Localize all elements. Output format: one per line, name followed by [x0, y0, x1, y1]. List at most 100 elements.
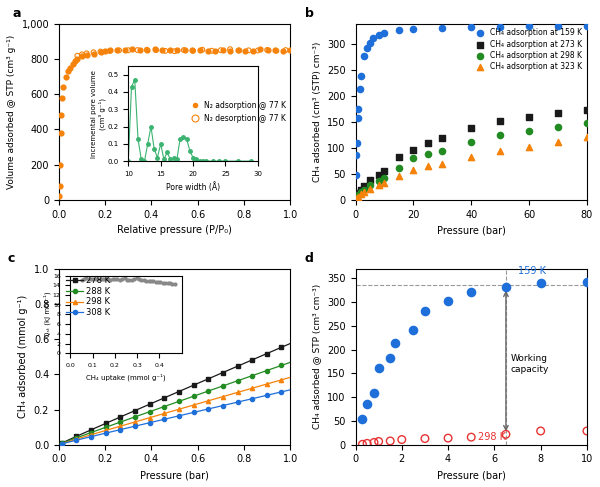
- Text: c: c: [8, 252, 16, 264]
- Text: b: b: [305, 7, 313, 19]
- CH₄ adsorption at 323 K: [394, 172, 404, 180]
- Point: [262, 46, 272, 54]
- 278 K: [114, 415, 121, 421]
- Point: [77, 53, 87, 60]
- CH₄ adsorption at 159 K: [409, 25, 418, 33]
- Point: [203, 47, 212, 55]
- CH₄ adsorption at 273 K: [380, 167, 389, 175]
- CH₄ adsorption at 298 K: [582, 119, 592, 127]
- Point: [241, 47, 250, 55]
- 298 K: [114, 424, 121, 430]
- Point: [536, 279, 545, 287]
- CH₄ adsorption at 159 K: [356, 72, 366, 79]
- CH₄ adsorption at 273 K: [365, 176, 375, 184]
- CH₄ adsorption at 159 K: [362, 44, 372, 52]
- Point: [210, 47, 220, 55]
- CH₄ adsorption at 298 K: [380, 174, 389, 182]
- CH₄ adsorption at 298 K: [496, 131, 505, 139]
- Point: [358, 440, 367, 448]
- Point: [501, 431, 511, 438]
- 288 K: [119, 418, 127, 424]
- CH₄ adsorption at 273 K: [374, 171, 383, 179]
- CH₄ adsorption at 298 K: [352, 193, 362, 201]
- CH₄ adsorption at 159 K: [355, 85, 365, 93]
- CH₄ adsorption at 273 K: [423, 139, 433, 147]
- Point: [397, 436, 407, 444]
- Point: [89, 50, 98, 57]
- CH₄ adsorption at 323 K: [356, 190, 366, 198]
- Point: [73, 52, 82, 60]
- CH₄ adsorption at 323 K: [352, 194, 362, 202]
- CH₄ adsorption at 298 K: [423, 150, 433, 158]
- CH₄ adsorption at 273 K: [553, 110, 563, 117]
- Point: [128, 45, 137, 53]
- Point: [165, 47, 175, 55]
- CH₄ adsorption at 298 K: [353, 191, 363, 199]
- Point: [124, 46, 133, 54]
- Point: [188, 47, 198, 55]
- CH₄ adsorption at 273 K: [496, 117, 505, 125]
- CH₄ adsorption at 159 K: [553, 22, 563, 30]
- Point: [385, 437, 395, 445]
- Point: [120, 46, 130, 54]
- CH₄ adsorption at 159 K: [394, 26, 404, 34]
- CH₄ adsorption at 323 K: [423, 162, 433, 170]
- Text: a: a: [13, 7, 21, 19]
- CH₄ adsorption at 298 K: [351, 195, 361, 203]
- CH₄ adsorption at 323 K: [437, 160, 447, 168]
- Point: [89, 48, 98, 56]
- CH₄ adsorption at 273 K: [524, 113, 534, 121]
- Point: [256, 45, 265, 53]
- 298 K: [119, 422, 127, 428]
- Point: [133, 46, 142, 54]
- Point: [226, 45, 235, 53]
- Point: [158, 46, 167, 54]
- CH₄ adsorption at 323 K: [466, 153, 476, 161]
- 298 K: [149, 414, 156, 420]
- CH₄ adsorption at 159 K: [351, 171, 361, 179]
- Text: 298 K: 298 K: [478, 432, 506, 442]
- Line: 298 K: 298 K: [59, 375, 292, 446]
- 308 K: [149, 419, 156, 425]
- X-axis label: Pressure (bar): Pressure (bar): [437, 225, 506, 235]
- 308 K: [190, 410, 197, 415]
- CH₄ adsorption at 323 K: [582, 133, 592, 141]
- 288 K: [287, 359, 294, 365]
- CH₄ adsorption at 323 K: [365, 185, 375, 193]
- CH₄ adsorption at 159 K: [374, 31, 383, 39]
- Point: [362, 400, 372, 408]
- Point: [244, 46, 253, 54]
- Point: [73, 55, 82, 63]
- Point: [188, 47, 197, 55]
- CH₄ adsorption at 323 K: [374, 182, 383, 189]
- CH₄ adsorption at 159 K: [352, 151, 361, 159]
- Line: 308 K: 308 K: [59, 388, 292, 446]
- CH₄ adsorption at 298 K: [394, 164, 404, 172]
- X-axis label: Relative pressure (P/P₀): Relative pressure (P/P₀): [117, 225, 232, 235]
- X-axis label: Pressure (bar): Pressure (bar): [140, 470, 209, 480]
- Point: [56, 112, 66, 119]
- Point: [151, 46, 161, 54]
- CH₄ adsorption at 323 K: [359, 188, 369, 196]
- CH₄ adsorption at 298 K: [365, 182, 375, 189]
- Point: [70, 57, 80, 65]
- Point: [170, 47, 179, 55]
- CH₄ adsorption at 159 K: [365, 39, 375, 47]
- Point: [226, 47, 235, 55]
- 298 K: [287, 375, 294, 380]
- Point: [253, 47, 263, 55]
- Point: [100, 47, 110, 55]
- Point: [271, 46, 280, 54]
- Point: [501, 283, 511, 291]
- Y-axis label: CH₄ adsorbed (mmol g⁻¹): CH₄ adsorbed (mmol g⁻¹): [18, 295, 28, 418]
- CH₄ adsorption at 298 K: [553, 124, 563, 131]
- Point: [68, 60, 77, 68]
- Y-axis label: CH₄ adsorbed @ STP (cm³ cm⁻³): CH₄ adsorbed @ STP (cm³ cm⁻³): [313, 284, 322, 430]
- Point: [54, 192, 64, 200]
- 308 K: [225, 401, 232, 407]
- Point: [114, 46, 124, 54]
- Text: d: d: [305, 252, 313, 264]
- 278 K: [58, 440, 65, 446]
- Point: [369, 438, 379, 446]
- Point: [150, 45, 160, 53]
